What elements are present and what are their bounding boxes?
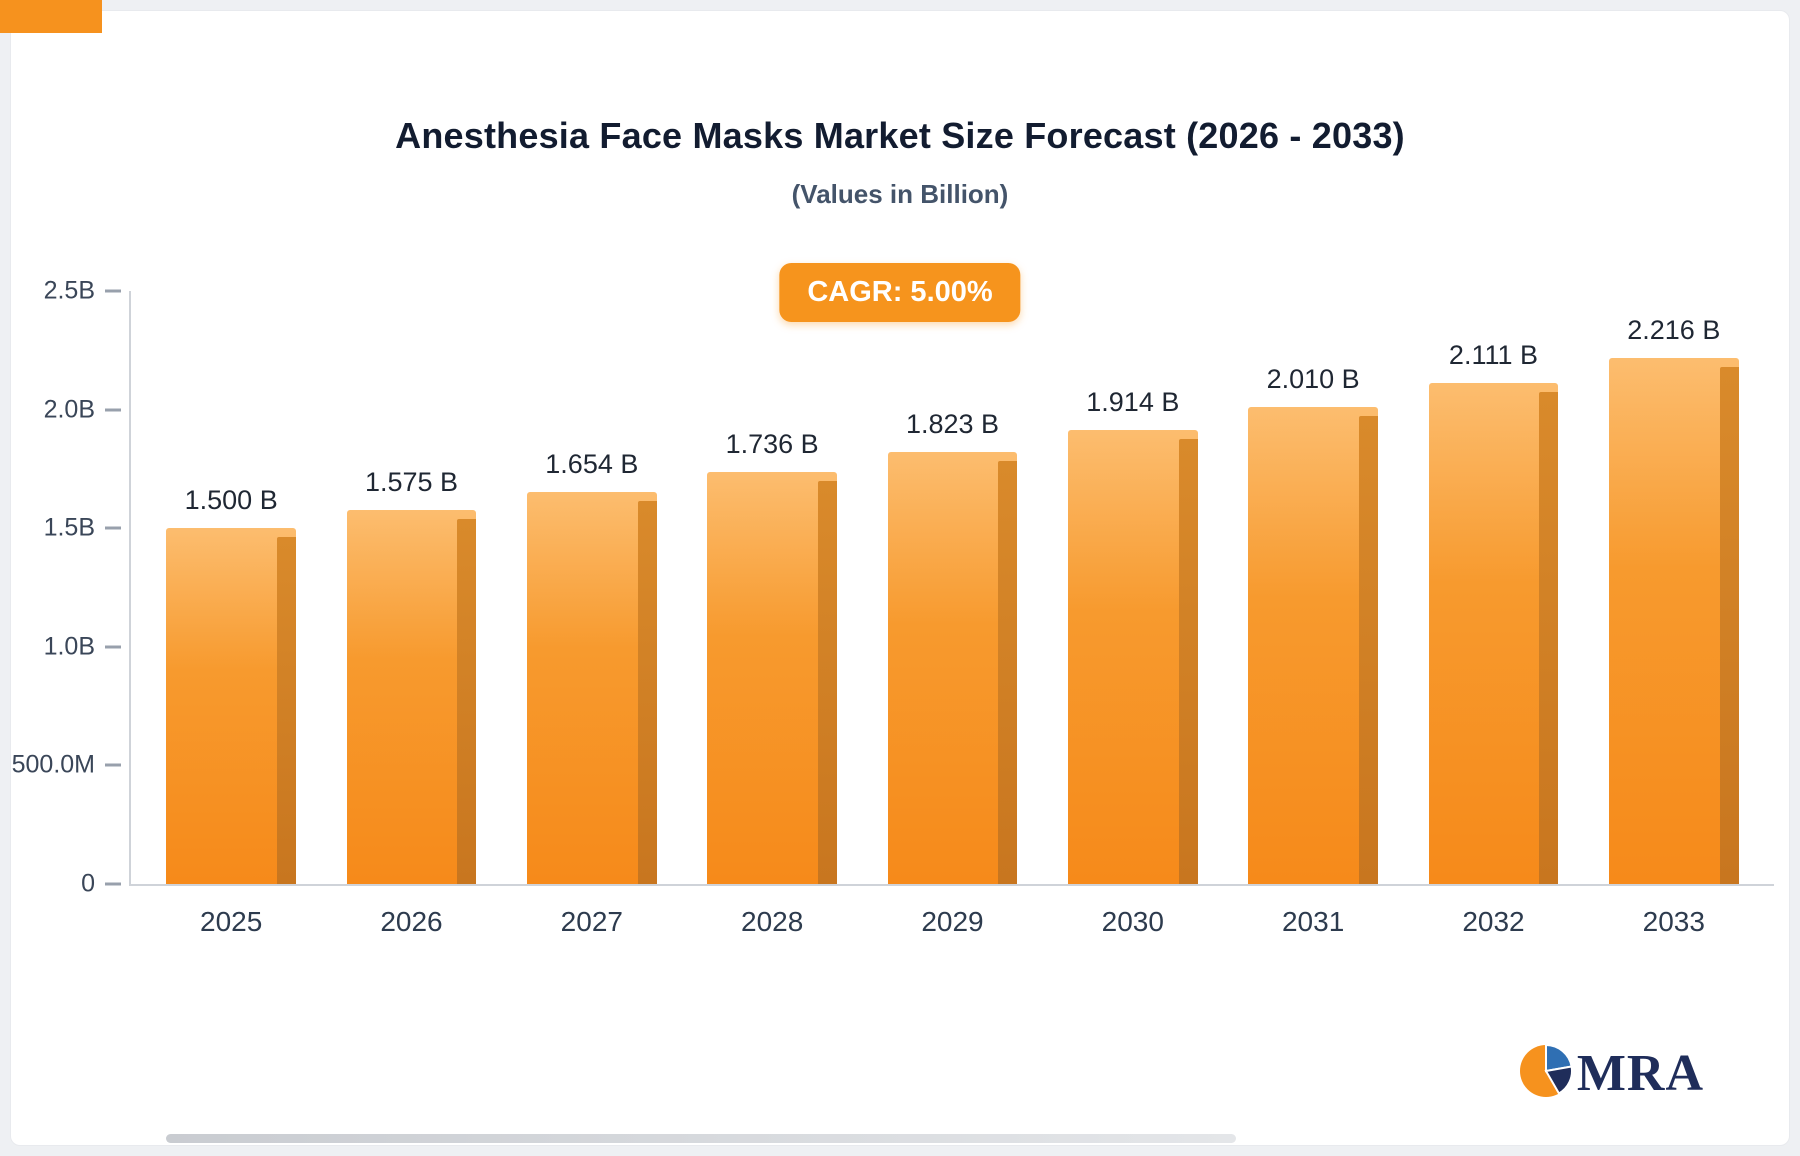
bar-2032 <box>1428 383 1559 884</box>
bar-group: 1.575 B <box>321 291 501 884</box>
bar-group: 1.736 B <box>682 291 862 884</box>
bar-value-label: 2.111 B <box>1448 340 1538 371</box>
bar-value-label: 1.823 B <box>905 408 1000 439</box>
brand-name: MRA <box>1576 1045 1704 1102</box>
bar-value-label: 1.500 B <box>184 485 278 516</box>
plot-area: 2.5B 2.0B 1.5B 1.0B 500.0M 0 1.500 B 1.575 B 1.… <box>12 277 1774 937</box>
x-tick-label: 2029 <box>921 906 984 937</box>
x-tick-label: 2027 <box>560 906 623 937</box>
bar-2033 <box>1608 358 1739 884</box>
bar-value-label: 1.575 B <box>364 467 459 498</box>
y-tick-label: 0 <box>81 869 95 898</box>
plot-bars: 1.500 B 1.575 B 1.654 B 1.736 B 1.823 B 1.914… <box>131 291 1774 885</box>
tick-mark <box>105 882 121 886</box>
x-tick-label: 2028 <box>741 906 804 937</box>
y-axis: 2.5B 2.0B 1.5B 1.0B 500.0M 0 <box>12 277 131 898</box>
bar-group: 1.500 B <box>141 291 321 884</box>
y-tick-label: 1.5B <box>43 513 95 542</box>
tick-mark <box>105 408 121 412</box>
cagr-badge: CAGR: 5.00% <box>779 263 1021 322</box>
chart-card: Anesthesia Face Masks Market Size Foreca… <box>10 10 1790 1146</box>
bar-group: 1.654 B <box>502 291 682 885</box>
y-tick: 500.0M <box>12 751 121 780</box>
y-tick-label: 1.0B <box>43 632 95 661</box>
bar-group: 1.914 B <box>1043 291 1223 884</box>
bar-group: 2.010 B <box>1223 291 1403 884</box>
chart-title: Anesthesia Face Masks Market Size Foreca… <box>395 115 1405 156</box>
y-tick: 0 <box>81 870 121 899</box>
y-tick: 2.5B <box>44 277 121 306</box>
y-tick-label: 2.0B <box>43 395 95 424</box>
tick-mark <box>105 526 121 530</box>
bar-2025 <box>166 528 297 884</box>
bar-2028 <box>707 472 838 884</box>
x-tick-label: 2032 <box>1462 906 1525 937</box>
y-tick-label: 2.5B <box>43 276 95 305</box>
bar-value-label: 1.654 B <box>545 448 639 479</box>
bar-value-label: 1.914 B <box>1086 387 1180 417</box>
bar-2031 <box>1248 407 1379 884</box>
bar-value-label: 1.736 B <box>725 429 819 460</box>
tick-mark <box>105 763 121 767</box>
bar-2030 <box>1067 430 1198 884</box>
horizontal-scrollbar-thumb[interactable] <box>166 1134 1236 1143</box>
bar-2029 <box>887 451 1018 885</box>
x-tick-label: 2030 <box>1101 906 1164 937</box>
x-tick-label: 2025 <box>200 906 263 937</box>
pie-chart-icon <box>1519 1043 1573 1103</box>
x-tick-label: 2033 <box>1642 906 1705 937</box>
bar-2026 <box>346 510 477 884</box>
bar-group: 1.823 B <box>862 291 1042 885</box>
y-tick: 1.0B <box>44 632 121 661</box>
x-tick-label: 2026 <box>380 906 443 937</box>
bar-value-label: 2.216 B <box>1627 315 1721 346</box>
y-tick: 1.5B <box>44 514 121 543</box>
y-tick: 2.0B <box>44 395 121 424</box>
mra-logo: MRA <box>1519 1043 1704 1103</box>
tick-mark <box>105 289 121 293</box>
x-axis: 2025 2026 2027 2028 2029 2030 2031 2032 2033 <box>131 906 1774 938</box>
corner-accent <box>0 0 102 33</box>
chart-subtitle: (Values in Billion) <box>791 179 1009 209</box>
x-tick-label: 2031 <box>1281 906 1345 937</box>
tick-mark <box>105 645 121 649</box>
bar-group: 2.216 B <box>1584 291 1764 884</box>
bar-group: 2.111 B <box>1403 291 1583 884</box>
bar-value-label: 2.010 B <box>1266 364 1360 395</box>
y-tick-label: 500.0M <box>11 750 95 779</box>
bar-2027 <box>526 491 657 885</box>
